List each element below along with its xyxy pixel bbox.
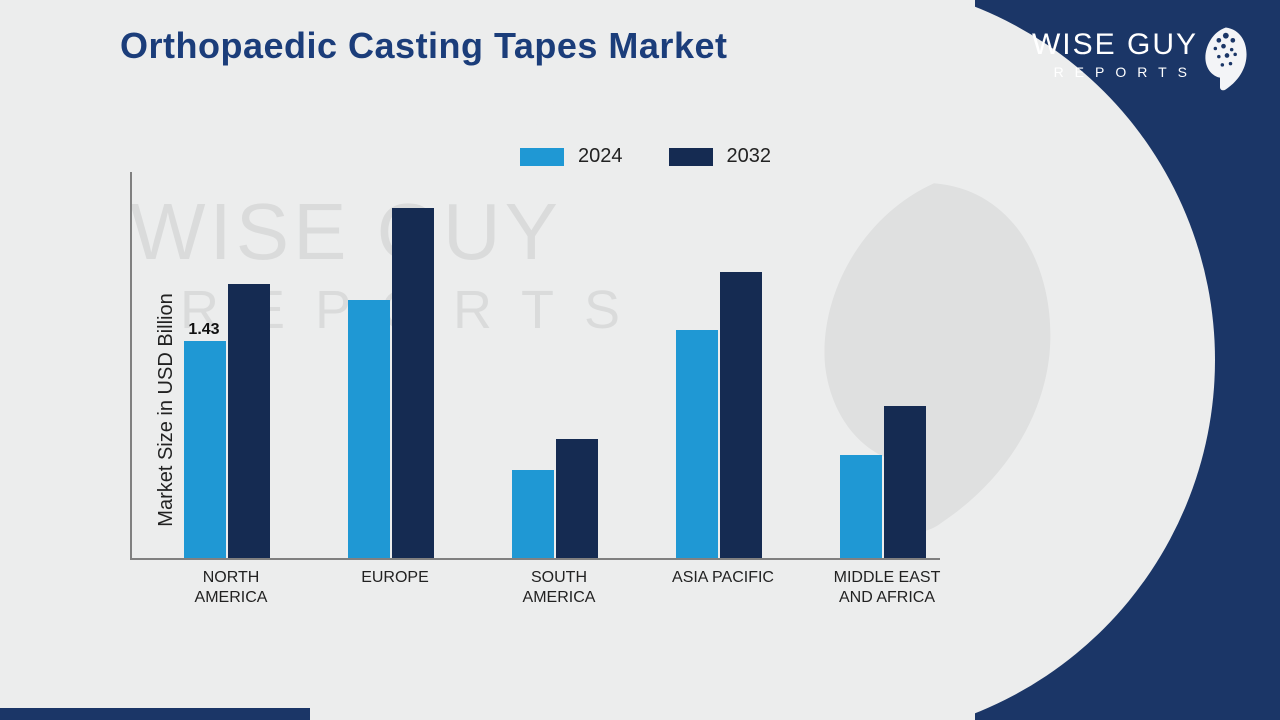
category-label: ASIA PACIFIC <box>658 568 788 588</box>
chart-area: Market Size in USD Billion 1.43NORTH AME… <box>60 150 940 670</box>
bar-2032 <box>392 208 434 558</box>
bar-group: EUROPE <box>330 180 460 560</box>
plot-area: 1.43NORTH AMERICA EUROPE SOUTH AMERICA ASIA… <box>130 180 940 560</box>
bar-group: SOUTH AMERICA <box>494 180 624 560</box>
category-label: NORTH AMERICA <box>166 568 296 608</box>
logo-sub-text: REPORTS <box>1032 64 1198 80</box>
bar-2032 <box>556 439 598 558</box>
bar-group: MIDDLE EAST AND AFRICA <box>822 180 952 560</box>
category-label: SOUTH AMERICA <box>494 568 624 608</box>
right-brand-band <box>975 0 1280 720</box>
bottom-accent-bar <box>0 708 310 720</box>
category-label: EUROPE <box>330 568 460 588</box>
chart-title: Orthopaedic Casting Tapes Market <box>120 25 727 67</box>
y-axis-line <box>130 172 132 560</box>
brand-logo: WISE GUY REPORTS <box>1032 28 1250 80</box>
bar-2024 <box>184 341 226 558</box>
bar-2024 <box>512 470 554 558</box>
bar-2032 <box>228 284 270 558</box>
logo-main-text: WISE GUY <box>1032 28 1198 62</box>
bar-2032 <box>884 406 926 558</box>
page: WISE GUY REPORTS Orthopaedic Casting Tape… <box>0 0 1280 720</box>
bar-group: ASIA PACIFIC <box>658 180 788 560</box>
bar-2032 <box>720 272 762 558</box>
category-label: MIDDLE EAST AND AFRICA <box>822 568 952 608</box>
bar-group: 1.43NORTH AMERICA <box>166 180 296 560</box>
bar-2024 <box>676 330 718 558</box>
bar-2024 <box>840 455 882 558</box>
bar-value-label: 1.43 <box>174 321 234 339</box>
bar-2024 <box>348 300 390 558</box>
